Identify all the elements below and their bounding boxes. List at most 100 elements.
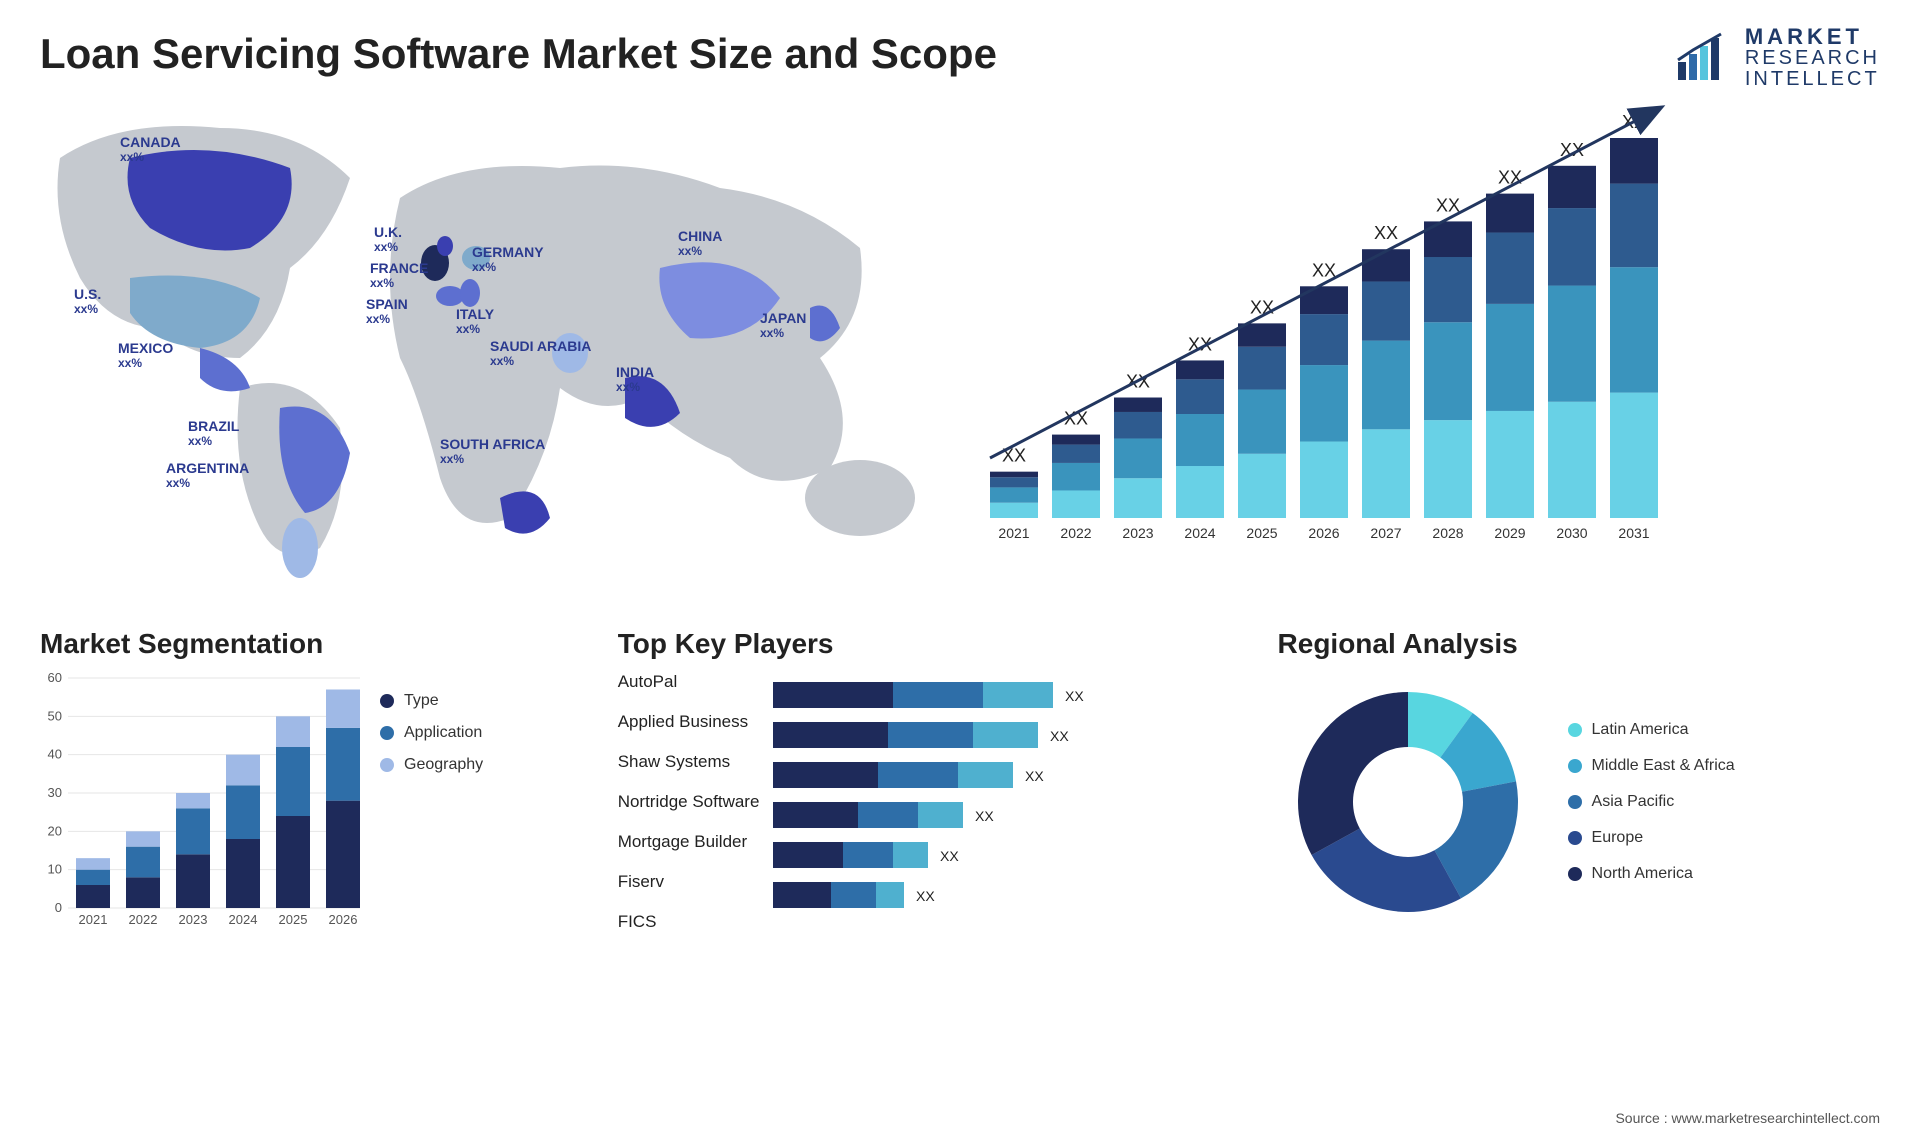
map-label-name: SPAIN [366, 296, 408, 312]
svg-text:XX: XX [1374, 223, 1398, 243]
map-label-name: GERMANY [472, 244, 544, 260]
legend-item: Type [380, 692, 483, 710]
map-label: SOUTH AFRICAxx% [440, 436, 545, 466]
svg-text:2024: 2024 [1184, 525, 1215, 541]
legend-label: Application [404, 724, 482, 742]
legend-item: Latin America [1568, 721, 1735, 739]
svg-text:2031: 2031 [1618, 525, 1649, 541]
legend-item: Middle East & Africa [1568, 757, 1735, 775]
logo-icon [1673, 28, 1733, 88]
key-players-names: AutoPalApplied BusinessShaw SystemsNortr… [618, 672, 760, 932]
segmentation-legend: Type Application Geography [380, 672, 483, 932]
page-title: Loan Servicing Software Market Size and … [40, 30, 1880, 78]
legend-item: North America [1568, 865, 1735, 883]
map-label: INDIAxx% [616, 364, 654, 394]
map-label-value: xx% [118, 356, 173, 370]
map-label-name: INDIA [616, 364, 654, 380]
svg-text:2028: 2028 [1432, 525, 1463, 541]
svg-text:XX: XX [1065, 688, 1084, 704]
map-label-value: xx% [678, 244, 722, 258]
legend-item: Geography [380, 756, 483, 774]
svg-text:20: 20 [48, 823, 62, 838]
player-name: FICS [618, 912, 760, 932]
map-label-name: U.K. [374, 224, 402, 240]
player-name: Applied Business [618, 712, 760, 732]
svg-text:2023: 2023 [1122, 525, 1153, 541]
svg-text:2021: 2021 [79, 912, 108, 927]
svg-text:40: 40 [48, 747, 62, 762]
legend-swatch [380, 726, 394, 740]
svg-text:2024: 2024 [229, 912, 258, 927]
map-label: ARGENTINAxx% [166, 460, 249, 490]
map-label-name: CANADA [120, 134, 181, 150]
player-name: Shaw Systems [618, 752, 760, 772]
source-note: Source : www.marketresearchintellect.com [1615, 1110, 1880, 1126]
player-name: Fiserv [618, 872, 760, 892]
svg-text:XX: XX [1436, 195, 1460, 215]
legend-label: Type [404, 692, 439, 710]
legend-swatch [1568, 723, 1582, 737]
map-label-value: xx% [188, 434, 239, 448]
legend-label: North America [1592, 865, 1693, 883]
legend-swatch [380, 758, 394, 772]
map-label: CHINAxx% [678, 228, 722, 258]
map-label-name: ARGENTINA [166, 460, 249, 476]
map-label: JAPANxx% [760, 310, 806, 340]
svg-text:30: 30 [48, 785, 62, 800]
map-label: U.S.xx% [74, 286, 101, 316]
map-label-value: xx% [166, 476, 249, 490]
logo-line2: RESEARCH [1745, 48, 1880, 69]
map-label-name: MEXICO [118, 340, 173, 356]
legend-label: Europe [1592, 829, 1644, 847]
map-label-value: xx% [374, 240, 402, 254]
map-label: SAUDI ARABIAxx% [490, 338, 591, 368]
legend-swatch [380, 694, 394, 708]
map-label-name: JAPAN [760, 310, 806, 326]
map-label-value: xx% [366, 312, 408, 326]
svg-text:XX: XX [1025, 768, 1044, 784]
segmentation-chart: 0102030405060202120222023202420252026 [40, 672, 360, 932]
map-label-value: xx% [760, 326, 806, 340]
map-label: U.K.xx% [374, 224, 402, 254]
map-label-value: xx% [616, 380, 654, 394]
svg-text:2022: 2022 [129, 912, 158, 927]
svg-text:2029: 2029 [1494, 525, 1525, 541]
svg-text:2026: 2026 [329, 912, 358, 927]
legend-label: Middle East & Africa [1592, 757, 1735, 775]
map-label: SPAINxx% [366, 296, 408, 326]
svg-text:2030: 2030 [1556, 525, 1587, 541]
legend-swatch [1568, 759, 1582, 773]
map-label-value: xx% [490, 354, 591, 368]
legend-item: Europe [1568, 829, 1735, 847]
svg-text:2023: 2023 [179, 912, 208, 927]
legend-label: Geography [404, 756, 483, 774]
segmentation-title: Market Segmentation [40, 628, 588, 660]
map-label: ITALYxx% [456, 306, 494, 336]
legend-label: Latin America [1592, 721, 1689, 739]
logo-line3: INTELLECT [1745, 69, 1880, 90]
map-label-name: SOUTH AFRICA [440, 436, 545, 452]
legend-swatch [1568, 795, 1582, 809]
map-label-name: CHINA [678, 228, 722, 244]
map-label-value: xx% [120, 150, 181, 164]
legend-swatch [1568, 831, 1582, 845]
svg-text:XX: XX [975, 808, 994, 824]
legend-item: Asia Pacific [1568, 793, 1735, 811]
svg-text:XX: XX [916, 888, 935, 904]
key-players-chart: XXXXXXXXXXXX [773, 672, 1153, 932]
svg-text:2021: 2021 [998, 525, 1029, 541]
main-growth-chart: XX2021XX2022XX2023XX2024XX2025XX2026XX20… [980, 98, 1880, 568]
regional-legend: Latin America Middle East & Africa Asia Pa… [1568, 721, 1735, 883]
regional-title: Regional Analysis [1278, 628, 1880, 660]
legend-swatch [1568, 867, 1582, 881]
svg-text:2026: 2026 [1308, 525, 1339, 541]
map-label: MEXICOxx% [118, 340, 173, 370]
svg-text:XX: XX [1312, 260, 1336, 280]
legend-item: Application [380, 724, 483, 742]
svg-text:50: 50 [48, 708, 62, 723]
map-label: BRAZILxx% [188, 418, 239, 448]
svg-text:2022: 2022 [1060, 525, 1091, 541]
svg-text:XX: XX [1498, 168, 1522, 188]
svg-text:60: 60 [48, 672, 62, 685]
world-map: CANADAxx%U.S.xx%MEXICOxx%BRAZILxx%ARGENT… [40, 98, 940, 598]
